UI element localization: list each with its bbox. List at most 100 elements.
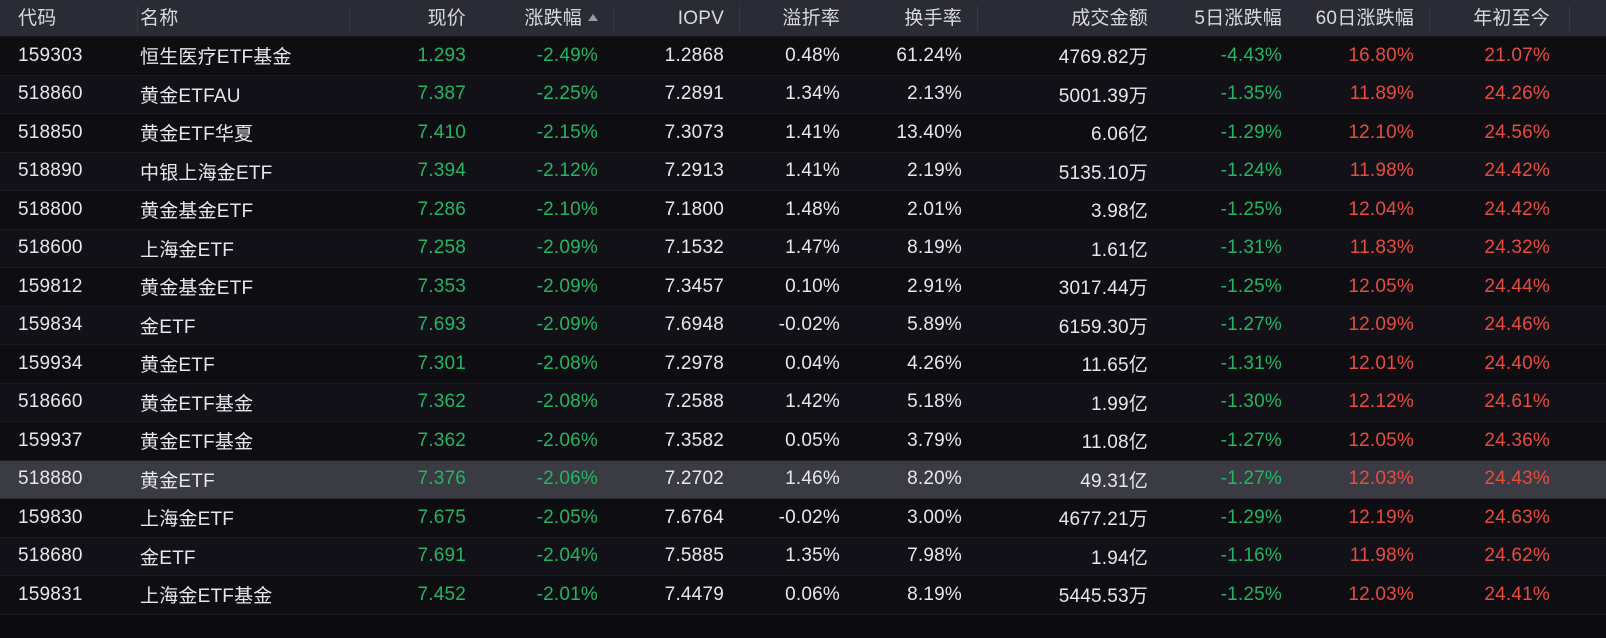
table-row[interactable]: 518600 上海金ETF 7.258 -2.09% 7.1532 1.47% 8.19% 1… [0,229,1606,268]
cell-price: 7.362 [417,429,466,451]
column-divider [977,6,978,31]
table-row[interactable]: 159934 黄金ETF 7.301 -2.08% 7.2978 0.04% 4.26% 11… [0,345,1606,384]
cell-amount: 3.98亿 [1091,201,1148,223]
cell-price: 7.452 [417,583,466,605]
cell-turnover: 8.19% [907,237,962,259]
cell-name: 上海金ETF [140,239,235,261]
column-header-code[interactable]: 代码 [0,0,138,37]
cell-change-60d: 12.05% [1348,275,1414,297]
column-header-ytd[interactable]: 年初至今 [1430,0,1570,37]
cell-premium: 0.48% [785,44,840,66]
cell-amount: 11.65亿 [1081,355,1148,377]
column-header-amount-label: 成交金额 [1071,8,1148,29]
cell-change-5d: -1.25% [1220,198,1282,220]
cell-change-5d: -1.24% [1220,160,1282,182]
cell-change: -2.12% [536,160,598,182]
cell-change-60d: 12.12% [1348,391,1414,413]
table-row[interactable]: 518850 黄金ETF华夏 7.410 -2.15% 7.3073 1.41% 13.40… [0,114,1606,153]
cell-change: -2.49% [536,44,598,66]
cell-ytd: 24.40% [1484,352,1550,374]
cell-code: 159834 [18,314,83,336]
cell-turnover: 3.79% [907,429,962,451]
cell-change-60d: 16.80% [1348,44,1414,66]
cell-code: 518890 [18,160,83,182]
table-row[interactable]: 518860 黄金ETFAU 7.387 -2.25% 7.2891 1.34% 2.13%… [0,75,1606,114]
cell-iopv: 7.6764 [664,506,724,528]
table-row[interactable]: 518800 黄金基金ETF 7.286 -2.10% 7.1800 1.48% 2.01%… [0,191,1606,230]
cell-name: 黄金基金ETF [140,201,254,223]
cell-amount: 3017.44万 [1058,278,1148,300]
column-divider [349,6,350,31]
cell-change-60d: 12.04% [1348,198,1414,220]
cell-change: -2.08% [536,391,598,413]
cell-change-60d: 12.10% [1348,121,1414,143]
column-header-price[interactable]: 现价 [350,0,482,37]
cell-iopv: 7.1532 [664,237,724,259]
cell-change-60d: 11.83% [1349,237,1414,259]
cell-change: -2.01% [536,583,598,605]
cell-change-5d: -1.35% [1220,83,1282,105]
cell-premium: 0.10% [785,275,840,297]
column-header-change-5d[interactable]: 5日涨跌幅 [1164,0,1298,37]
column-header-iopv[interactable]: IOPV [614,0,740,37]
cell-premium: 0.04% [785,352,840,374]
cell-price: 7.258 [417,237,466,259]
table-row[interactable]: 159834 金ETF 7.693 -2.09% 7.6948 -0.02% 5.89% 61… [0,306,1606,345]
column-header-change-60d[interactable]: 60日涨跌幅 [1298,0,1430,37]
table-row[interactable]: 518890 中银上海金ETF 7.394 -2.12% 7.2913 1.41% 2.19… [0,152,1606,191]
cell-turnover: 2.91% [907,275,962,297]
column-header-name[interactable]: 名称 [138,0,350,37]
table-row[interactable]: 159831 上海金ETF基金 7.452 -2.01% 7.4479 0.06% 8.19… [0,576,1606,615]
cell-premium: 1.46% [785,468,840,490]
cell-change-5d: -1.16% [1220,545,1282,567]
column-header-amount[interactable]: 成交金额 [978,0,1164,37]
cell-name: 上海金ETF基金 [140,586,273,608]
cell-price: 7.353 [417,275,466,297]
cell-change: -2.10% [536,198,598,220]
cell-iopv: 7.6948 [664,314,724,336]
column-header-change-label: 涨跌幅 [524,8,582,29]
cell-ytd: 24.56% [1484,121,1550,143]
cell-name: 黄金ETF [140,355,215,377]
column-header-change[interactable]: 涨跌幅 [482,0,614,37]
cell-name: 黄金ETFAU [140,85,241,107]
cell-change-5d: -1.29% [1220,506,1282,528]
table-row[interactable]: 518680 金ETF 7.691 -2.04% 7.5885 1.35% 7.98% 1.9… [0,537,1606,576]
cell-change-5d: -1.27% [1220,468,1282,490]
cell-change: -2.05% [536,506,598,528]
cell-turnover: 2.01% [907,198,962,220]
cell-iopv: 7.3457 [664,275,724,297]
cell-name: 中银上海金ETF [140,162,273,184]
cell-premium: 0.06% [785,583,840,605]
cell-code: 159830 [18,506,83,528]
cell-amount: 49.31亿 [1080,470,1148,492]
column-header-name-label: 名称 [140,8,179,29]
cell-code: 518880 [18,468,83,490]
column-header-premium[interactable]: 溢折率 [740,0,856,37]
cell-name: 恒生医疗ETF基金 [140,47,292,69]
cell-code: 518680 [18,545,83,567]
cell-name: 黄金ETF华夏 [140,124,254,146]
column-header-turnover[interactable]: 换手率 [856,0,978,37]
table-row[interactable]: 159830 上海金ETF 7.675 -2.05% 7.6764 -0.02% 3.00%… [0,499,1606,538]
table-row[interactable]: 159812 黄金基金ETF 7.353 -2.09% 7.3457 0.10% 2.91%… [0,268,1606,307]
cell-ytd: 24.46% [1484,314,1550,336]
cell-turnover: 8.20% [907,468,962,490]
cell-change-5d: -1.25% [1220,275,1282,297]
cell-change: -2.09% [536,275,598,297]
cell-amount: 1.99亿 [1091,393,1148,415]
table-row[interactable]: 159937 黄金ETF基金 7.362 -2.06% 7.3582 0.05% 3.79%… [0,422,1606,461]
cell-premium: 1.48% [785,198,840,220]
cell-code: 518660 [18,391,83,413]
cell-amount: 11.08亿 [1081,432,1148,454]
table-row[interactable]: 518880 黄金ETF 7.376 -2.06% 7.2702 1.46% 8.20% 49… [0,460,1606,499]
cell-ytd: 24.61% [1484,391,1550,413]
cell-premium: 1.34% [785,83,840,105]
table-row[interactable]: 518660 黄金ETF基金 7.362 -2.08% 7.2588 1.42% 5.18%… [0,383,1606,422]
cell-code: 159937 [18,429,83,451]
cell-premium: 1.42% [785,391,840,413]
cell-change-5d: -1.31% [1220,352,1282,374]
table-row[interactable]: 159303 恒生医疗ETF基金 1.293 -2.49% 1.2868 0.48% 61.… [0,37,1606,76]
cell-iopv: 7.3582 [664,429,724,451]
cell-code: 159303 [18,44,83,66]
